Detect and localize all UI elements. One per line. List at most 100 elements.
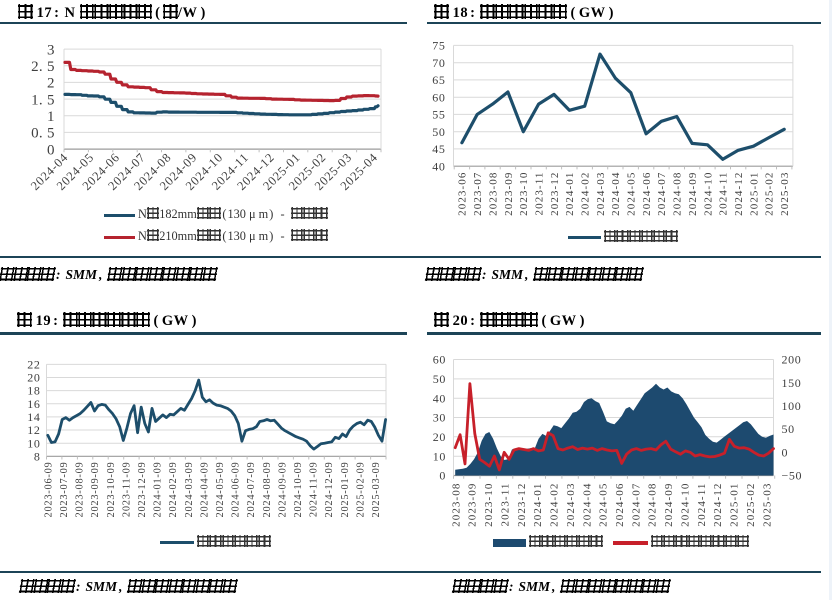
svg-text:2024-09-09: 2024-09-09	[277, 462, 288, 518]
svg-text:18: 18	[27, 384, 40, 398]
svg-text:0. 5: 0. 5	[31, 126, 55, 142]
svg-text:2023-08-09: 2023-08-09	[75, 462, 86, 518]
svg-text:2025-02-09: 2025-02-09	[355, 462, 366, 518]
svg-text:20: 20	[27, 371, 40, 385]
svg-text:60: 60	[432, 90, 445, 104]
svg-text:2025-03: 2025-03	[779, 172, 791, 216]
svg-text:2024-04: 2024-04	[610, 172, 622, 216]
svg-text:2024-01: 2024-01	[564, 172, 576, 216]
svg-text:200: 200	[782, 353, 802, 367]
svg-text:2024-10: 2024-10	[702, 172, 714, 216]
svg-text:2023-10-09: 2023-10-09	[106, 462, 117, 518]
svg-text:12: 12	[27, 423, 40, 437]
svg-text:2023-08: 2023-08	[450, 483, 462, 527]
svg-text:45: 45	[432, 142, 445, 156]
svg-text:2. 5: 2. 5	[31, 59, 55, 75]
svg-text:75: 75	[432, 39, 445, 53]
svg-text:2024-11: 2024-11	[718, 172, 730, 216]
svg-text:70: 70	[432, 56, 445, 70]
svg-text:2024-02: 2024-02	[549, 483, 561, 527]
svg-text:10: 10	[433, 449, 446, 463]
svg-text:20: 20	[433, 430, 446, 444]
svg-text:8: 8	[34, 449, 41, 463]
svg-text:2024-11-09: 2024-11-09	[309, 462, 320, 518]
svg-text:2023-11: 2023-11	[533, 172, 545, 216]
svg-text:2024-04-09: 2024-04-09	[199, 462, 210, 518]
svg-text:1: 1	[47, 109, 55, 125]
svg-text:2024-08-09: 2024-08-09	[262, 462, 273, 518]
svg-text:50: 50	[432, 125, 445, 139]
svg-text:2024-01-09: 2024-01-09	[153, 462, 164, 518]
svg-text:2023-06: 2023-06	[457, 172, 469, 216]
svg-text:2023-11-09: 2023-11-09	[121, 462, 132, 518]
svg-text:2024-12: 2024-12	[733, 172, 745, 216]
svg-text:2024-12-09: 2024-12-09	[324, 462, 335, 518]
svg-text:2025-01-09: 2025-01-09	[340, 462, 351, 518]
svg-text:65: 65	[432, 73, 445, 87]
svg-text:60: 60	[433, 353, 446, 367]
svg-text:2025-01: 2025-01	[748, 172, 760, 216]
svg-text:10: 10	[27, 436, 40, 450]
svg-text:50: 50	[433, 372, 446, 386]
svg-text:2024-05: 2024-05	[626, 172, 638, 216]
svg-text:2023-08: 2023-08	[487, 172, 499, 216]
svg-text:2024-06: 2024-06	[614, 483, 626, 527]
svg-text:2023-11: 2023-11	[499, 483, 511, 527]
svg-text:30: 30	[433, 411, 446, 425]
svg-text:2025-03: 2025-03	[761, 483, 773, 527]
svg-text:2023-06-09: 2023-06-09	[43, 462, 54, 518]
svg-text:2024-06-09: 2024-06-09	[231, 462, 242, 518]
svg-text:14: 14	[27, 410, 40, 424]
svg-text:2024-02-09: 2024-02-09	[168, 462, 179, 518]
svg-text:2024-08: 2024-08	[647, 483, 659, 527]
svg-text:150: 150	[782, 376, 802, 390]
svg-text:2023-10: 2023-10	[518, 172, 530, 216]
svg-text:40: 40	[433, 391, 446, 405]
svg-text:0: 0	[782, 445, 789, 459]
svg-text:2025-03-09: 2025-03-09	[371, 462, 382, 518]
svg-text:2023-09: 2023-09	[467, 483, 479, 527]
svg-text:50: 50	[782, 422, 795, 436]
svg-text:22: 22	[27, 358, 40, 372]
svg-text:2024-03: 2024-03	[565, 483, 577, 527]
svg-text:0: 0	[47, 142, 55, 158]
svg-text:−50: −50	[782, 469, 803, 483]
svg-text:2024-11: 2024-11	[696, 483, 708, 527]
svg-text:2023-07: 2023-07	[472, 172, 484, 216]
svg-text:2024-03: 2024-03	[595, 172, 607, 216]
svg-text:2024-06: 2024-06	[641, 172, 653, 216]
svg-text:2024-10: 2024-10	[680, 483, 692, 527]
svg-text:2023-09-09: 2023-09-09	[90, 462, 101, 518]
svg-text:2024-07: 2024-07	[656, 172, 668, 216]
svg-text:2024-09: 2024-09	[687, 172, 699, 216]
svg-text:2023-10: 2023-10	[483, 483, 495, 527]
svg-text:2024-01: 2024-01	[532, 483, 544, 527]
svg-text:2024-07-09: 2024-07-09	[246, 462, 257, 518]
svg-text:2023-09: 2023-09	[503, 172, 515, 216]
svg-text:2024-05: 2024-05	[598, 483, 610, 527]
svg-text:2025-02: 2025-02	[745, 483, 757, 527]
svg-text:2024-12: 2024-12	[712, 483, 724, 527]
svg-text:1. 5: 1. 5	[31, 92, 55, 108]
svg-text:2: 2	[47, 76, 55, 92]
svg-text:55: 55	[432, 108, 445, 122]
svg-text:3: 3	[47, 42, 55, 58]
svg-text:2024-08: 2024-08	[672, 172, 684, 216]
svg-text:2024-03-09: 2024-03-09	[184, 462, 195, 518]
svg-text:2023-07-09: 2023-07-09	[59, 462, 70, 518]
svg-text:2023-12-09: 2023-12-09	[137, 462, 148, 518]
svg-text:2025-01: 2025-01	[729, 483, 741, 527]
svg-text:2024-10-09: 2024-10-09	[293, 462, 304, 518]
svg-text:0: 0	[439, 469, 446, 483]
svg-text:16: 16	[27, 397, 40, 411]
svg-text:2023-12: 2023-12	[549, 172, 561, 216]
svg-text:100: 100	[782, 399, 802, 413]
svg-text:40: 40	[432, 159, 445, 173]
svg-text:2024-04: 2024-04	[581, 483, 593, 527]
svg-text:2024-05-09: 2024-05-09	[215, 462, 226, 518]
svg-text:2023-12: 2023-12	[516, 483, 528, 527]
svg-text:2024-09: 2024-09	[663, 483, 675, 527]
svg-text:2025-02: 2025-02	[764, 172, 776, 216]
svg-text:2024-02: 2024-02	[580, 172, 592, 216]
svg-text:2024-07: 2024-07	[630, 483, 642, 527]
